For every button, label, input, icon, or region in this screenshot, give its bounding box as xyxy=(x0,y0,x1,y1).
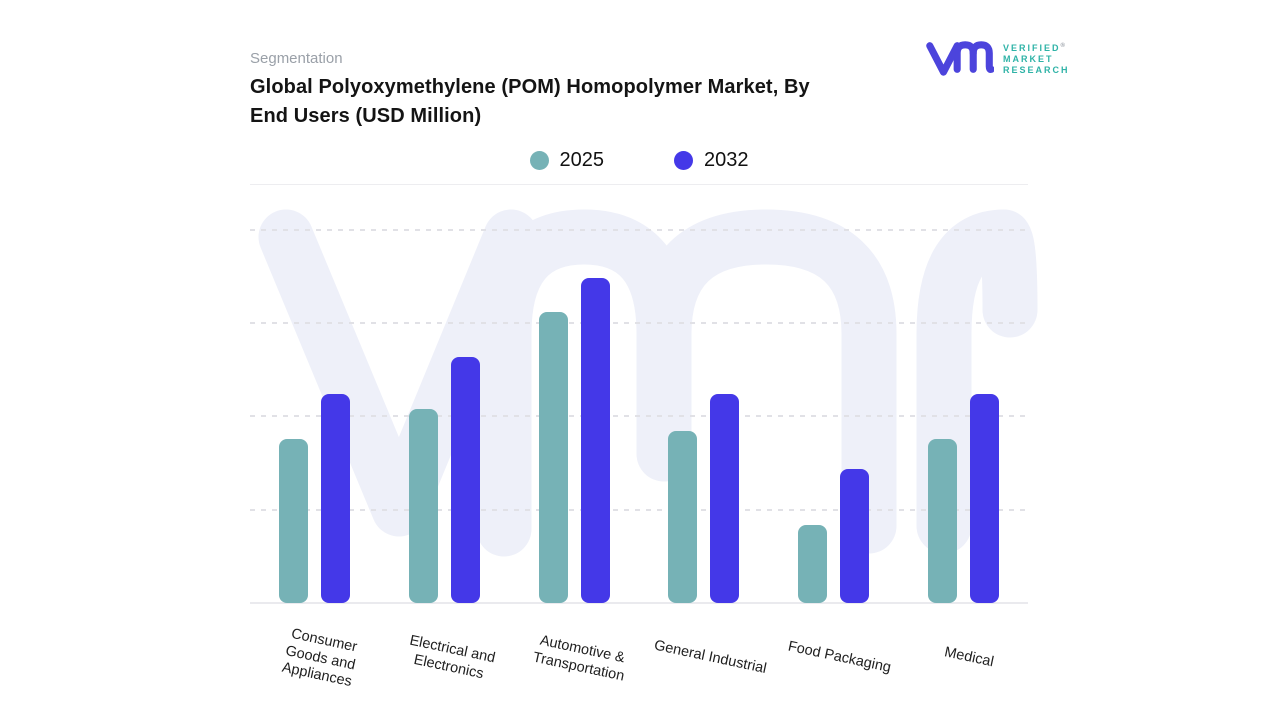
brand-logo: VERIFIED® MARKET RESEARCH xyxy=(926,36,1070,80)
legend-item-2032: 2032 xyxy=(674,149,749,172)
bar-2025 xyxy=(798,525,828,603)
legend-label: 2025 xyxy=(559,149,605,171)
x-axis-label: General Industrial xyxy=(652,637,768,678)
gridline-75 xyxy=(250,322,1028,324)
legend-swatch-icon xyxy=(529,151,549,170)
x-axis-label-cell: Electrical and Electronics xyxy=(380,612,510,702)
bar-2025 xyxy=(279,439,309,603)
vmr-logo-icon xyxy=(926,41,994,76)
bar-2032 xyxy=(840,469,870,603)
x-axis-labels: Consumer Goods and Appliances Electrical … xyxy=(250,612,1028,702)
header-divider xyxy=(250,184,1028,185)
legend-swatch-icon xyxy=(674,151,693,170)
legend-item-2025: 2025 xyxy=(529,149,605,172)
bar-group xyxy=(250,222,380,603)
chart-legend: 2025 2032 xyxy=(250,149,1028,172)
plot-area xyxy=(250,209,1038,604)
bar-2032 xyxy=(969,394,999,603)
brand-wordmark: VERIFIED® MARKET RESEARCH xyxy=(1003,41,1070,76)
bar-group xyxy=(769,222,899,603)
x-axis-label: Consumer Goods and Appliances xyxy=(280,625,359,690)
gridline-50 xyxy=(250,415,1028,417)
bar-group xyxy=(380,222,510,603)
x-axis-label-cell: Consumer Goods and Appliances xyxy=(250,612,380,702)
eyebrow-label: Segmentation xyxy=(250,50,343,67)
bar-2032 xyxy=(321,394,351,603)
x-axis-label-cell: Automotive & Transportation xyxy=(509,612,639,702)
registered-mark: ® xyxy=(1060,42,1065,49)
x-axis-label-cell: Food Packaging xyxy=(769,612,899,702)
brand-line-1: VERIFIED® xyxy=(1003,42,1065,53)
page-title: Global Polyoxymethylene (POM) Homopolyme… xyxy=(250,76,810,127)
bar-2025 xyxy=(668,431,698,603)
x-axis-label-cell: Medical xyxy=(898,612,1028,702)
x-axis-label: Medical xyxy=(943,644,996,671)
bar-2025 xyxy=(927,439,957,603)
x-axis-label: Automotive & Transportation xyxy=(531,632,626,684)
bar-2025 xyxy=(538,312,568,603)
legend-label: 2032 xyxy=(704,149,749,171)
bar-group xyxy=(898,222,1028,603)
bar-2032 xyxy=(580,278,610,603)
bar-2032 xyxy=(451,357,480,603)
gridline-100 xyxy=(250,229,1028,231)
x-axis-baseline xyxy=(250,602,1028,604)
bar-group xyxy=(509,222,639,603)
x-axis-label: Electrical and Electronics xyxy=(408,632,497,682)
brand-line-2: MARKET xyxy=(1003,53,1054,64)
brand-line-3: RESEARCH xyxy=(1003,64,1070,75)
bar-2025 xyxy=(409,409,438,603)
bar-2032 xyxy=(710,394,740,603)
gridline-25 xyxy=(250,509,1028,511)
x-axis-label: Food Packaging xyxy=(786,638,893,677)
plot-groups xyxy=(250,222,1028,603)
bar-group xyxy=(639,222,769,603)
x-axis-label-cell: General Industrial xyxy=(639,612,769,702)
